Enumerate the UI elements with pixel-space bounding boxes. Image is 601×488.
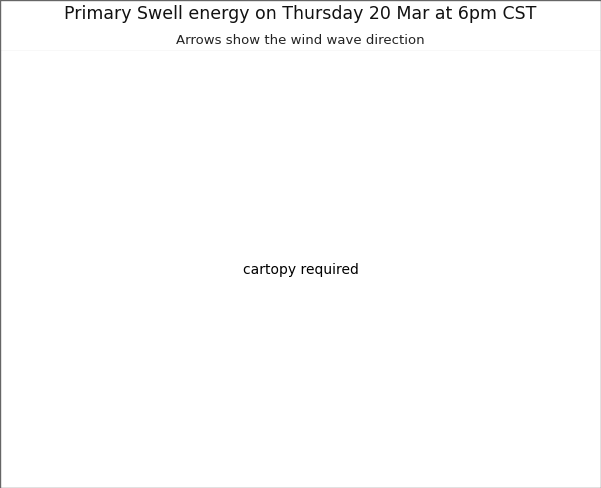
Text: cartopy required: cartopy required <box>243 263 358 277</box>
Text: Primary Swell energy on Thursday 20 Mar at 6pm CST: Primary Swell energy on Thursday 20 Mar … <box>64 5 537 23</box>
Text: Arrows show the wind wave direction: Arrows show the wind wave direction <box>176 35 425 47</box>
